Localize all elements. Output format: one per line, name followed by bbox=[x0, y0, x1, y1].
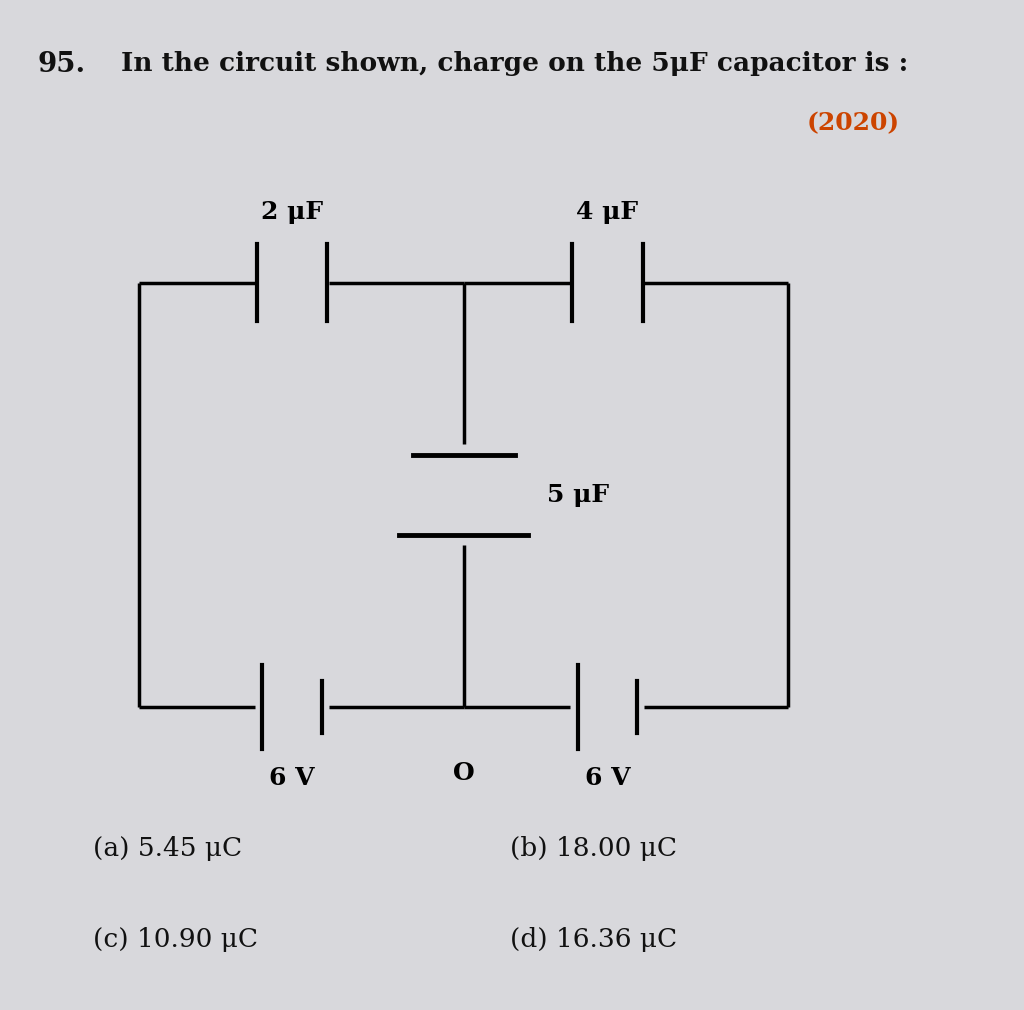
Text: 6 V: 6 V bbox=[269, 766, 314, 790]
Text: (b) 18.00 μC: (b) 18.00 μC bbox=[510, 836, 677, 861]
Text: 4 μF: 4 μF bbox=[577, 200, 638, 224]
Text: (c) 10.90 μC: (c) 10.90 μC bbox=[93, 927, 258, 951]
Text: 6 V: 6 V bbox=[585, 766, 630, 790]
Text: In the circuit shown, charge on the 5μF capacitor is :: In the circuit shown, charge on the 5μF … bbox=[121, 50, 908, 76]
Text: O: O bbox=[453, 761, 474, 785]
Text: 5 μF: 5 μF bbox=[547, 483, 609, 507]
Text: 95.: 95. bbox=[37, 50, 85, 78]
Text: (2020): (2020) bbox=[807, 111, 899, 135]
Text: (a) 5.45 μC: (a) 5.45 μC bbox=[93, 836, 242, 861]
Text: 2 μF: 2 μF bbox=[261, 200, 324, 224]
Text: (d) 16.36 μC: (d) 16.36 μC bbox=[510, 927, 677, 951]
